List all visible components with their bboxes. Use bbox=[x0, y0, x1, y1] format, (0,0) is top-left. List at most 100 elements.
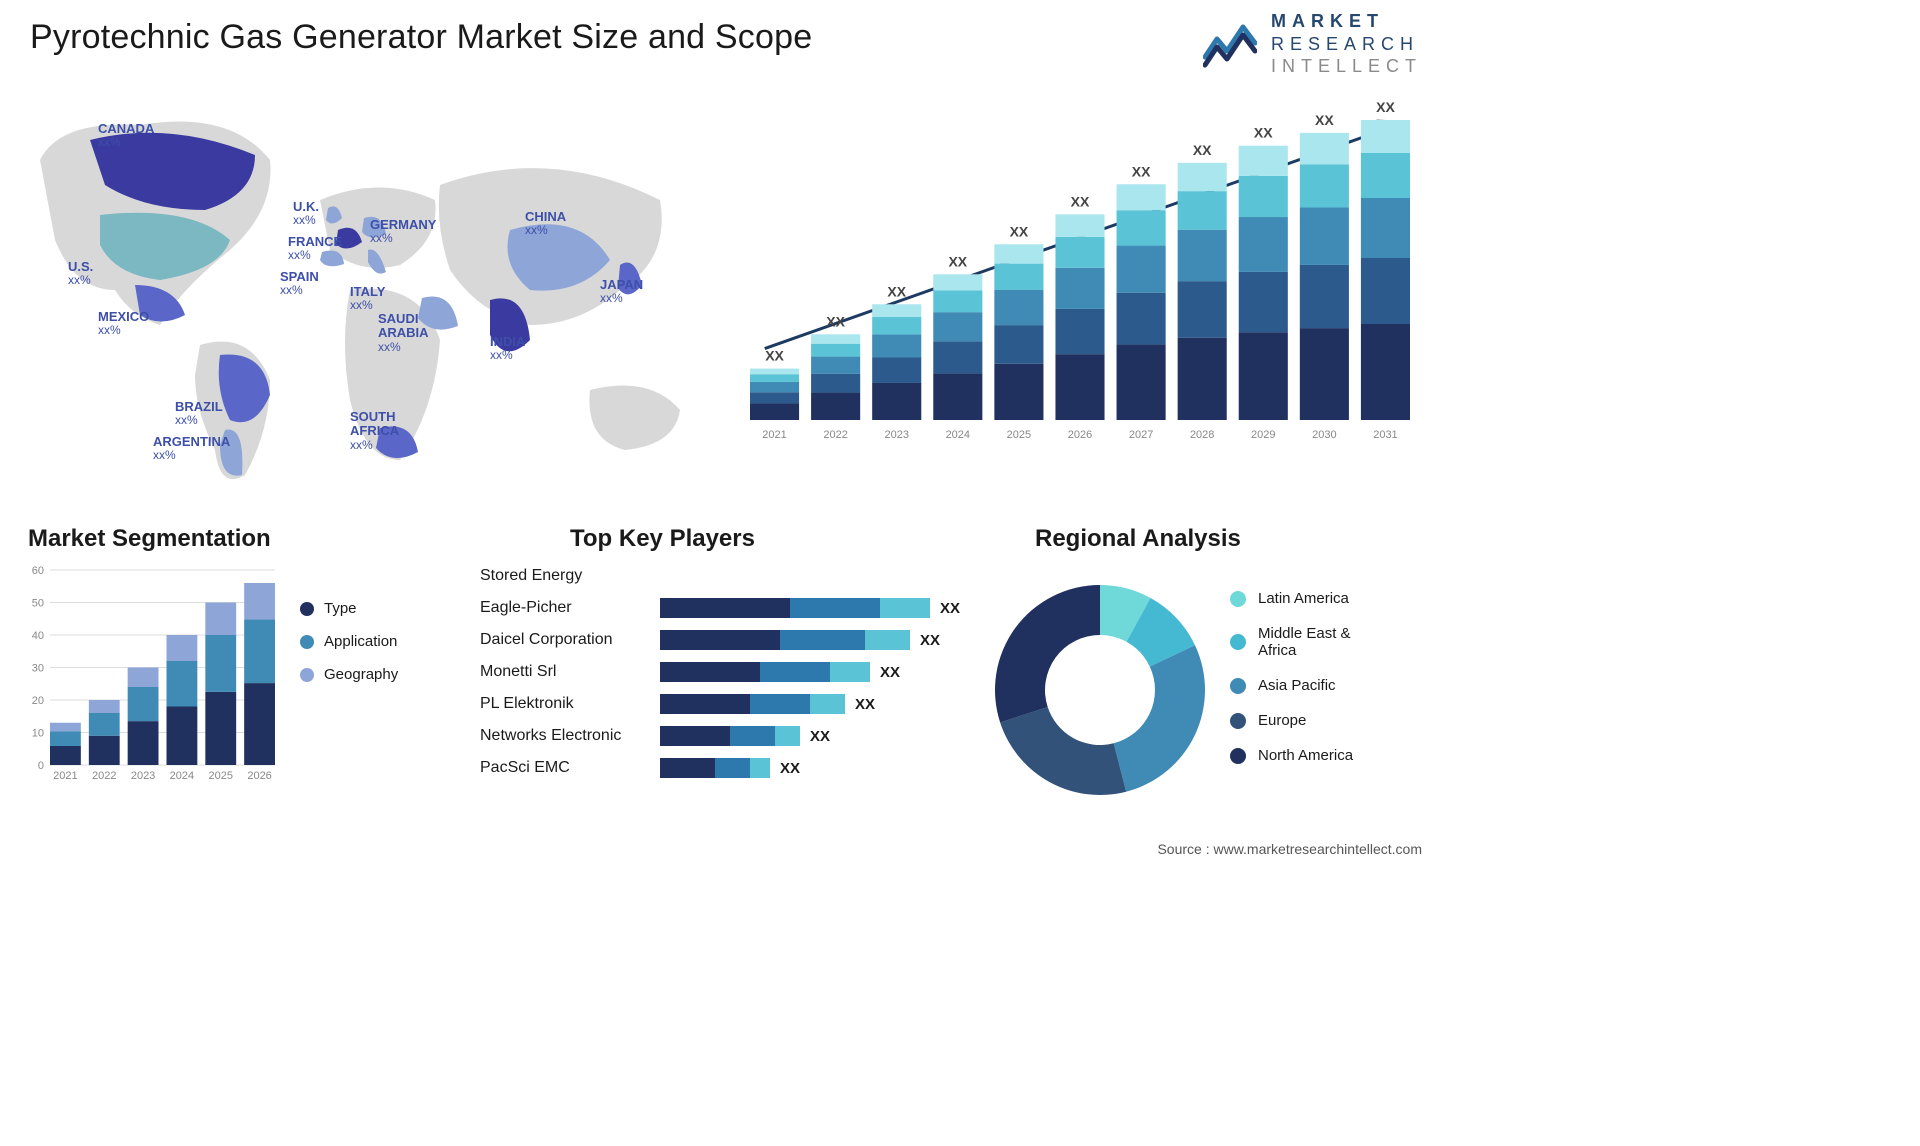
keyplayer-row: Monetti Srl XX bbox=[480, 656, 980, 688]
keyplayer-row: Stored Energy bbox=[480, 560, 980, 592]
map-label: FRANCExx% bbox=[288, 235, 342, 262]
map-label: CHINAxx% bbox=[525, 210, 566, 237]
logo-mark-icon bbox=[1203, 17, 1257, 71]
keyplayers-heading: Top Key Players bbox=[570, 525, 755, 553]
svg-text:2030: 2030 bbox=[1312, 429, 1336, 441]
svg-text:50: 50 bbox=[32, 598, 44, 610]
keyplayer-label: Eagle-Picher bbox=[480, 599, 660, 617]
svg-text:XX: XX bbox=[1193, 142, 1212, 158]
svg-text:2027: 2027 bbox=[1129, 429, 1153, 441]
keyplayer-value: XX bbox=[780, 760, 800, 777]
regional-legend-item: Europe bbox=[1230, 712, 1353, 729]
segmentation-legend: Type Application Geography bbox=[300, 600, 398, 699]
svg-text:10: 10 bbox=[32, 728, 44, 740]
keyplayer-row: Networks Electronic XX bbox=[480, 720, 980, 752]
map-label: JAPANxx% bbox=[600, 278, 643, 305]
map-label: ITALYxx% bbox=[350, 285, 385, 312]
keyplayer-row: Daicel Corporation XX bbox=[480, 624, 980, 656]
svg-text:2031: 2031 bbox=[1373, 429, 1397, 441]
page-title: Pyrotechnic Gas Generator Market Size an… bbox=[30, 18, 812, 57]
svg-text:2028: 2028 bbox=[1190, 429, 1214, 441]
map-label: BRAZILxx% bbox=[175, 400, 223, 427]
keyplayer-bar bbox=[660, 694, 845, 714]
svg-text:2025: 2025 bbox=[209, 770, 233, 782]
map-label: CANADAxx% bbox=[98, 122, 154, 149]
svg-text:2024: 2024 bbox=[170, 770, 194, 782]
keyplayer-bar bbox=[660, 726, 800, 746]
svg-text:XX: XX bbox=[948, 253, 967, 269]
keyplayer-value: XX bbox=[880, 664, 900, 681]
keyplayer-row: Eagle-Picher XX bbox=[480, 592, 980, 624]
keyplayers-chart: Stored EnergyEagle-PicherXXDaicel Corpor… bbox=[480, 560, 980, 850]
map-label: GERMANYxx% bbox=[370, 218, 436, 245]
svg-text:XX: XX bbox=[826, 313, 845, 329]
keyplayer-row: PacSci EMCXX bbox=[480, 752, 980, 784]
keyplayer-bar bbox=[660, 662, 870, 682]
svg-text:2022: 2022 bbox=[823, 429, 847, 441]
keyplayer-label: Daicel Corporation bbox=[480, 631, 660, 649]
svg-text:2023: 2023 bbox=[884, 429, 908, 441]
svg-text:XX: XX bbox=[1071, 193, 1090, 209]
map-label: SPAINxx% bbox=[280, 270, 319, 297]
map-label: U.K.xx% bbox=[293, 200, 319, 227]
growth-chart: XX2021XX2022XX2023XX2024XX2025XX2026XX20… bbox=[730, 80, 1430, 490]
keyplayer-bar bbox=[660, 630, 910, 650]
regional-chart: Latin America Middle East &Africa Asia Pac… bbox=[980, 560, 1430, 850]
regional-legend-item: Latin America bbox=[1230, 590, 1353, 607]
regional-legend-item: Asia Pacific bbox=[1230, 677, 1353, 694]
svg-text:XX: XX bbox=[1254, 125, 1273, 141]
map-label: U.S.xx% bbox=[68, 260, 93, 287]
map-label: SAUDIARABIAxx% bbox=[378, 312, 429, 354]
svg-text:2029: 2029 bbox=[1251, 429, 1275, 441]
regional-legend: Latin America Middle East &Africa Asia Pac… bbox=[1230, 590, 1353, 782]
logo-line-1: MARKET bbox=[1271, 10, 1422, 33]
map-label: SOUTHAFRICAxx% bbox=[350, 410, 399, 452]
regional-donut-svg bbox=[980, 560, 1220, 820]
segmentation-legend-item: Type bbox=[300, 600, 398, 617]
logo-text: MARKET RESEARCH INTELLECT bbox=[1271, 10, 1422, 78]
keyplayer-label: Networks Electronic bbox=[480, 727, 660, 745]
svg-text:XX: XX bbox=[1315, 112, 1334, 128]
map-label: MEXICOxx% bbox=[98, 310, 149, 337]
keyplayer-bar bbox=[660, 758, 770, 778]
keyplayers-rows: Stored EnergyEagle-PicherXXDaicel Corpor… bbox=[480, 560, 980, 784]
svg-text:2026: 2026 bbox=[247, 770, 271, 782]
regional-heading: Regional Analysis bbox=[1035, 525, 1241, 553]
keyplayer-value: XX bbox=[810, 728, 830, 745]
logo-line-2: RESEARCH bbox=[1271, 33, 1422, 56]
source-footer: Source : www.marketresearchintellect.com bbox=[1157, 841, 1422, 857]
svg-text:XX: XX bbox=[887, 283, 906, 299]
segmentation-legend-item: Geography bbox=[300, 666, 398, 683]
map-label: ARGENTINAxx% bbox=[153, 435, 230, 462]
keyplayer-label: PL Elektronik bbox=[480, 695, 660, 713]
keyplayer-value: XX bbox=[940, 600, 960, 617]
svg-text:30: 30 bbox=[32, 663, 44, 675]
svg-text:2026: 2026 bbox=[1068, 429, 1092, 441]
svg-text:20: 20 bbox=[32, 695, 44, 707]
growth-chart-svg: XX2021XX2022XX2023XX2024XX2025XX2026XX20… bbox=[730, 80, 1430, 480]
regional-legend-item: North America bbox=[1230, 747, 1353, 764]
svg-text:XX: XX bbox=[1132, 163, 1151, 179]
logo-line-3: INTELLECT bbox=[1271, 55, 1422, 78]
world-map: CANADAxx% U.S.xx%MEXICOxx% BRAZILxx% ARGENT… bbox=[20, 90, 720, 500]
svg-text:40: 40 bbox=[32, 630, 44, 642]
keyplayer-label: Stored Energy bbox=[480, 567, 660, 585]
segmentation-chart-svg: 0102030405060202120222023202420252026 bbox=[20, 560, 290, 800]
keyplayer-label: Monetti Srl bbox=[480, 663, 660, 681]
svg-text:XX: XX bbox=[765, 348, 784, 364]
keyplayer-value: XX bbox=[855, 696, 875, 713]
segmentation-legend-item: Application bbox=[300, 633, 398, 650]
svg-text:2024: 2024 bbox=[946, 429, 970, 441]
svg-text:2021: 2021 bbox=[762, 429, 786, 441]
svg-text:2022: 2022 bbox=[92, 770, 116, 782]
svg-text:2021: 2021 bbox=[53, 770, 77, 782]
segmentation-chart: 0102030405060202120222023202420252026 Ty… bbox=[20, 560, 420, 850]
regional-legend-item: Middle East &Africa bbox=[1230, 625, 1353, 659]
keyplayer-value: XX bbox=[920, 632, 940, 649]
svg-text:2023: 2023 bbox=[131, 770, 155, 782]
brand-logo: MARKET RESEARCH INTELLECT bbox=[1203, 10, 1422, 78]
keyplayer-bar bbox=[660, 598, 930, 618]
svg-text:XX: XX bbox=[1010, 223, 1029, 239]
svg-text:XX: XX bbox=[1376, 99, 1395, 115]
keyplayer-row: PL Elektronik XX bbox=[480, 688, 980, 720]
